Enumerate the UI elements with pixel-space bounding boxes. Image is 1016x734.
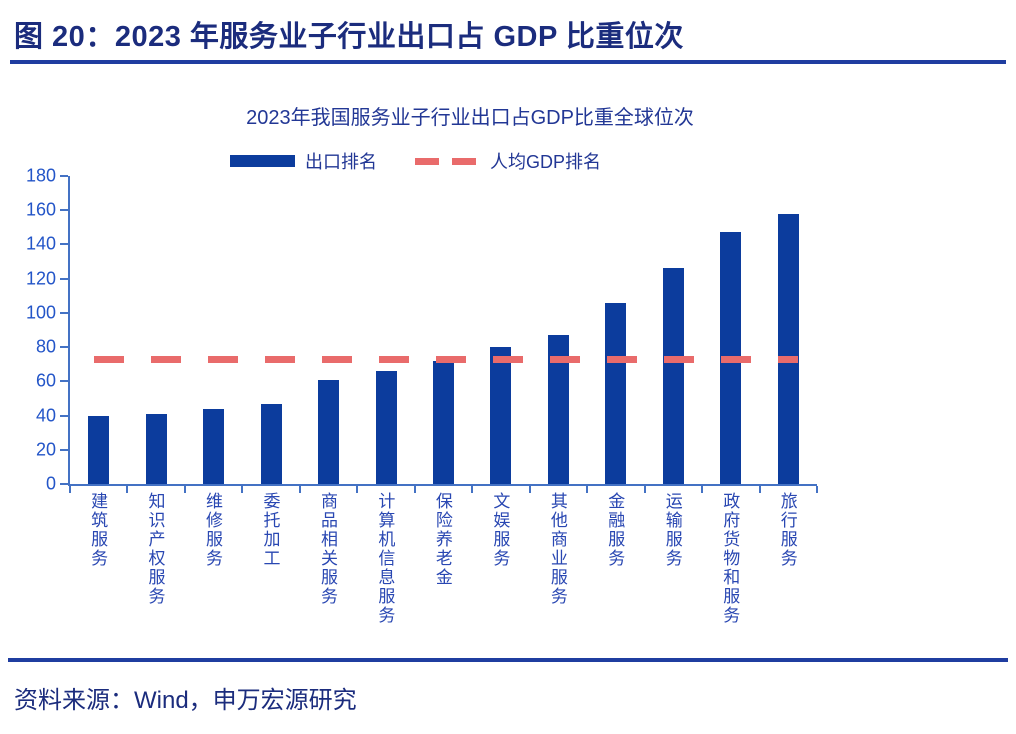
- figure-title: 图 20：2023 年服务业子行业出口占 GDP 比重位次: [14, 21, 684, 53]
- legend-dashed-line-swatch: [415, 157, 476, 165]
- x-label-cell: 旅行服务: [758, 492, 815, 625]
- y-tick-label: 100: [25, 302, 56, 323]
- bar-运输服务: [662, 268, 684, 484]
- bar-文娱服务: [490, 347, 512, 484]
- x-category-label: 维修服务: [203, 492, 223, 568]
- y-tick-label: 60: [35, 370, 56, 391]
- y-tick: [60, 448, 68, 451]
- x-category-label: 运输服务: [662, 492, 682, 568]
- y-tick-label: 180: [25, 165, 56, 186]
- x-label-cell: 文娱服务: [470, 492, 527, 625]
- x-label-cell: 保险养老金: [413, 492, 470, 625]
- chart-legend: 出口排名 人均GDP排名: [230, 148, 601, 174]
- legend-bar-swatch: [230, 155, 295, 167]
- x-tick: [126, 486, 129, 493]
- bar-计算机信息服务: [375, 371, 397, 484]
- x-category-label: 计算机信息服务: [375, 492, 395, 625]
- x-tick: [643, 486, 646, 493]
- x-tick: [241, 486, 244, 493]
- x-category-label: 金融服务: [605, 492, 625, 568]
- x-label-cell: 金融服务: [585, 492, 642, 625]
- x-label-cell: 建筑服务: [68, 492, 125, 625]
- x-tick: [413, 486, 416, 493]
- x-tick: [586, 486, 589, 493]
- bar-保险养老金: [433, 360, 454, 484]
- chart-title: 2023年我国服务业子行业出口占GDP比重全球位次: [246, 107, 694, 129]
- bar-知识产权服务: [145, 413, 167, 484]
- y-tick: [60, 277, 68, 280]
- x-tick: [701, 486, 704, 493]
- x-category-label: 政府货物和服务: [720, 492, 740, 625]
- x-tick: [471, 486, 474, 493]
- plot-area: [60, 175, 818, 493]
- y-tick: [60, 243, 68, 246]
- footer-divider: [8, 658, 1008, 662]
- bar-旅行服务: [777, 213, 799, 484]
- x-label-cell: 商品相关服务: [298, 492, 355, 625]
- x-tick: [183, 486, 186, 493]
- y-tick-label: 120: [25, 268, 56, 289]
- x-category-label: 建筑服务: [88, 492, 108, 568]
- x-axis-labels: 建筑服务 知识产权服务 维修服务 委托加工 商品相关服务 计算机信息服务 保险养老金 文娱服务…: [68, 492, 815, 625]
- legend-dashed-line-label: 人均GDP排名: [490, 152, 602, 172]
- bar-委托加工: [260, 403, 282, 484]
- source-note: 资料来源：Wind，申万宏源研究: [14, 687, 357, 714]
- y-tick: [60, 414, 68, 417]
- bar-维修服务: [203, 408, 225, 484]
- y-tick: [60, 380, 68, 383]
- x-tick: [816, 486, 818, 493]
- x-label-cell: 运输服务: [643, 492, 700, 625]
- header-divider: [10, 60, 1006, 64]
- x-category-label: 商品相关服务: [317, 492, 337, 606]
- y-tick: [60, 175, 68, 177]
- bar-其他商业服务: [547, 335, 569, 484]
- bar-金融服务: [605, 302, 627, 484]
- legend-bar-label: 出口排名: [305, 152, 377, 172]
- y-axis-labels: 0 20 40 60 80 100 120 140 160 180: [0, 166, 56, 494]
- x-category-label: 文娱服务: [490, 492, 510, 568]
- y-tick-label: 0: [45, 473, 56, 494]
- x-category-label: 旅行服务: [777, 492, 797, 568]
- x-tick: [298, 486, 301, 493]
- x-label-cell: 计算机信息服务: [355, 492, 412, 625]
- x-label-cell: 维修服务: [183, 492, 240, 625]
- x-tick: [69, 486, 71, 493]
- x-label-cell: 其他商业服务: [528, 492, 585, 625]
- y-tick: [60, 209, 68, 212]
- y-tick-label: 20: [35, 439, 56, 460]
- reference-line-per-capita-gdp-rank: [94, 355, 798, 363]
- x-label-cell: 委托加工: [240, 492, 297, 625]
- x-tick: [758, 486, 761, 493]
- y-tick-label: 160: [25, 199, 56, 220]
- bar-建筑服务: [88, 415, 110, 484]
- x-category-label: 知识产权服务: [145, 492, 165, 606]
- y-tick: [60, 346, 68, 349]
- x-tick: [528, 486, 531, 493]
- x-tick: [356, 486, 359, 493]
- x-label-cell: 政府货物和服务: [700, 492, 757, 625]
- y-tick: [60, 311, 68, 314]
- bar-商品相关服务: [318, 379, 340, 484]
- x-label-cell: 知识产权服务: [125, 492, 182, 625]
- x-category-label: 委托加工: [260, 492, 280, 568]
- x-category-label: 保险养老金: [432, 492, 452, 587]
- y-tick: [60, 483, 68, 485]
- x-category-label: 其他商业服务: [547, 492, 567, 606]
- y-tick-label: 140: [25, 233, 56, 254]
- y-tick-label: 80: [35, 336, 56, 357]
- y-tick-label: 40: [35, 405, 56, 426]
